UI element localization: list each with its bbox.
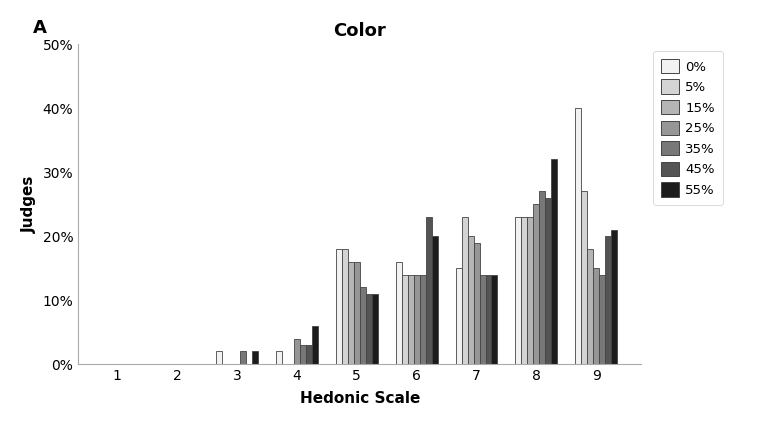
Bar [240, 351, 246, 364]
Bar [216, 351, 222, 364]
Bar [306, 345, 312, 364]
Bar [342, 249, 348, 364]
Text: A: A [33, 19, 47, 37]
Bar [587, 249, 594, 364]
Bar [527, 217, 533, 364]
Bar [605, 236, 612, 364]
Bar [522, 217, 527, 364]
Bar [456, 268, 461, 364]
Bar [540, 191, 545, 364]
Bar [348, 262, 353, 364]
Bar [425, 217, 432, 364]
Legend: 0%, 5%, 15%, 25%, 35%, 45%, 55%: 0%, 5%, 15%, 25%, 35%, 45%, 55% [654, 51, 723, 205]
Bar [581, 191, 587, 364]
Bar [366, 294, 371, 364]
Bar [479, 274, 486, 364]
Bar [461, 217, 468, 364]
Bar [612, 230, 617, 364]
Bar [551, 159, 558, 364]
Bar [420, 274, 425, 364]
Bar [599, 274, 605, 364]
Bar [486, 274, 492, 364]
Bar [294, 338, 300, 364]
Bar [396, 262, 402, 364]
Bar [492, 274, 497, 364]
Bar [300, 345, 306, 364]
Bar [371, 294, 378, 364]
Bar [252, 351, 258, 364]
Bar [576, 108, 581, 364]
Y-axis label: Judges: Judges [22, 175, 37, 233]
Bar [594, 268, 599, 364]
Bar [474, 242, 479, 364]
Bar [407, 274, 414, 364]
Bar [402, 274, 407, 364]
Bar [515, 217, 522, 364]
Bar [276, 351, 282, 364]
Bar [545, 198, 551, 364]
Bar [360, 287, 366, 364]
X-axis label: Hedonic Scale: Hedonic Scale [300, 391, 420, 406]
Bar [468, 236, 474, 364]
Bar [312, 326, 317, 364]
Bar [335, 249, 342, 364]
Title: Color: Color [333, 22, 386, 40]
Bar [414, 274, 420, 364]
Bar [533, 204, 540, 364]
Bar [353, 262, 360, 364]
Bar [432, 236, 438, 364]
